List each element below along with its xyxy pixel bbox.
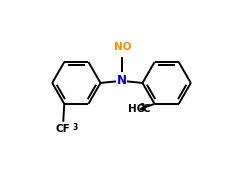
Text: NO: NO — [114, 43, 131, 53]
Text: HO: HO — [128, 104, 146, 114]
Text: 3: 3 — [72, 123, 77, 132]
Text: CF: CF — [56, 124, 71, 134]
Text: 2: 2 — [139, 103, 145, 112]
Text: C: C — [142, 104, 150, 114]
Text: N: N — [116, 74, 127, 87]
